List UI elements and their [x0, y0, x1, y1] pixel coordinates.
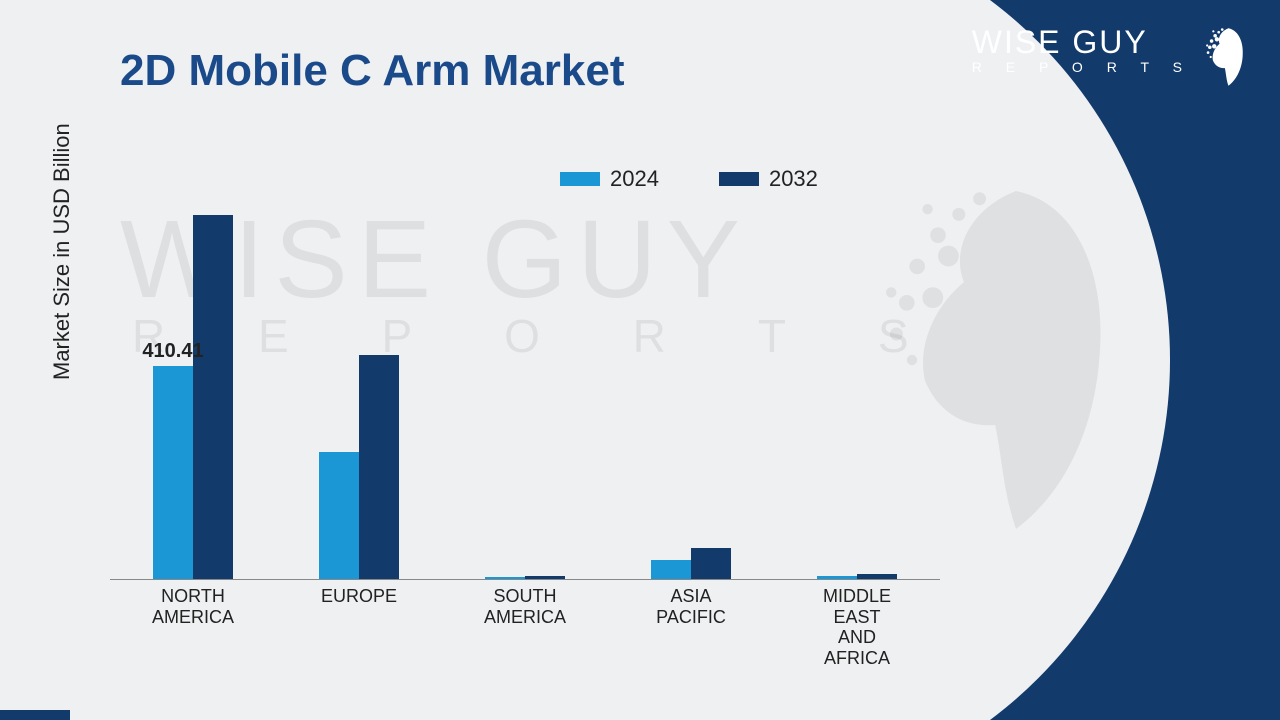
- chart-title: 2D Mobile C Arm Market: [120, 46, 624, 96]
- bar: [359, 355, 399, 579]
- bar: [319, 452, 359, 579]
- bar-group: [110, 215, 276, 579]
- legend-label: 2032: [769, 166, 818, 192]
- bar: [857, 574, 897, 579]
- report-canvas: WISE GUY R E P O R T S 2D Mobile C Arm M…: [0, 0, 1280, 720]
- logo-head-icon: [1198, 26, 1250, 88]
- bar: [651, 560, 691, 579]
- legend-swatch: [719, 172, 759, 186]
- y-axis-label: Market Size in USD Billion: [49, 123, 75, 380]
- x-axis-label: EUROPE: [276, 586, 442, 607]
- plot-area: 410.41: [110, 190, 940, 580]
- bottom-accent-bar: [0, 710, 70, 720]
- bar-group: [276, 355, 442, 579]
- right-accent-panel: [980, 0, 1280, 720]
- bar: [525, 576, 565, 579]
- bar: [485, 577, 525, 579]
- legend-label: 2024: [610, 166, 659, 192]
- bar-group: [774, 574, 940, 579]
- legend: 2024 2032: [560, 166, 818, 192]
- bar-value-label: 410.41: [142, 340, 203, 363]
- bar: [193, 215, 233, 579]
- x-axis-label: ASIAPACIFIC: [608, 586, 774, 627]
- bar: [153, 366, 193, 579]
- x-axis-label: NORTHAMERICA: [110, 586, 276, 627]
- x-axis-label: SOUTHAMERICA: [442, 586, 608, 627]
- bar: [691, 548, 731, 579]
- legend-swatch: [560, 172, 600, 186]
- brand-logo: WISE GUY R E P O R T S: [972, 26, 1250, 88]
- bar-group: [608, 548, 774, 579]
- legend-item-2024: 2024: [560, 166, 659, 192]
- bar-chart: 410.41 NORTHAMERICAEUROPESOUTHAMERICAASI…: [110, 190, 940, 590]
- bar: [817, 576, 857, 579]
- logo-sub-text: R E P O R T S: [972, 60, 1192, 74]
- bar-group: [442, 576, 608, 579]
- logo-main-text: WISE GUY: [972, 26, 1192, 58]
- legend-item-2032: 2032: [719, 166, 818, 192]
- x-axis-label: MIDDLEEASTANDAFRICA: [774, 586, 940, 669]
